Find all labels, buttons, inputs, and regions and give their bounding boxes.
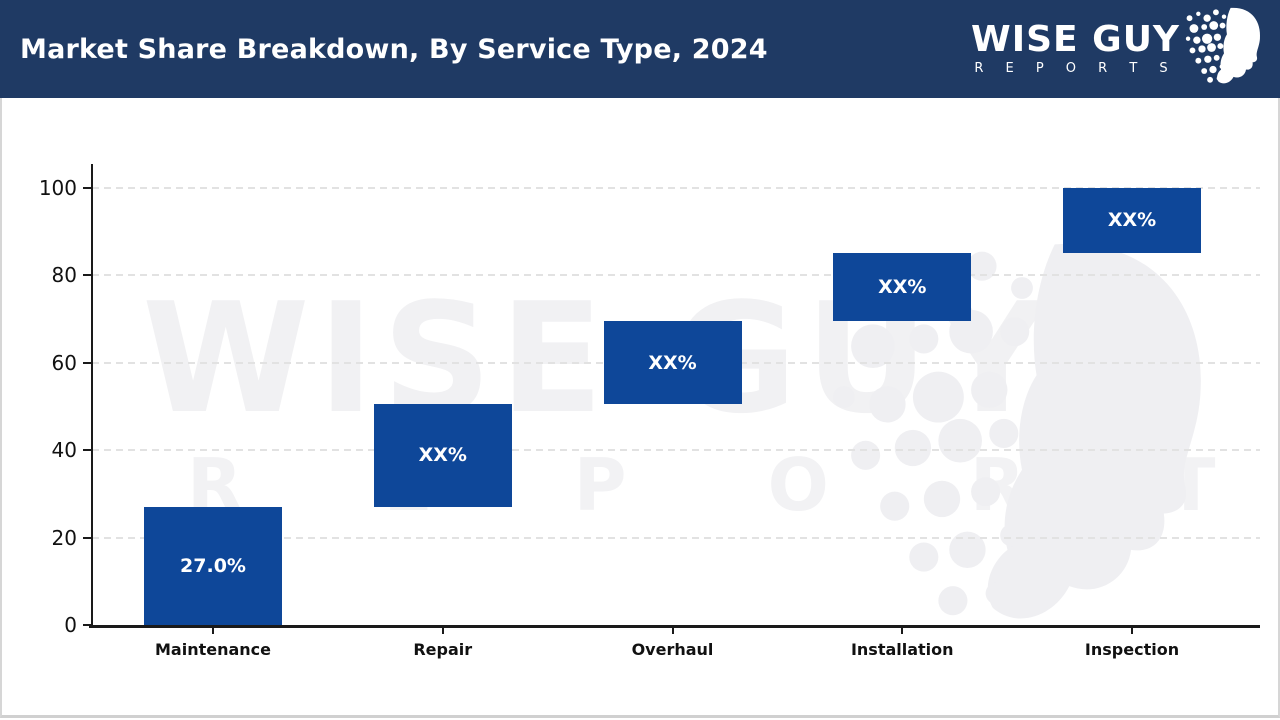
bar-overhaul	[603, 320, 742, 405]
x-axis-spine	[89, 625, 1260, 628]
x-tick-mark	[1131, 626, 1133, 634]
x-tick-mark	[671, 626, 674, 634]
header-banner: Market Share Breakdown, By Service Type,…	[0, 0, 1280, 98]
x-tick-mark	[901, 626, 904, 634]
y-tick-mark	[83, 186, 92, 189]
y-tick-label: 60	[51, 350, 77, 375]
y-tick-mark	[83, 536, 92, 539]
x-tick-mark	[212, 626, 214, 634]
y-tick-label: 20	[51, 525, 77, 550]
gridline-100	[92, 186, 1260, 189]
brand-logo: WISE GUY R E P O R T S	[971, 5, 1266, 93]
brand-name: WISE GUY	[970, 19, 1180, 60]
brand-subname: R E P O R T S	[974, 61, 1177, 76]
bar-value-label: XX%	[418, 444, 467, 467]
y-tick-label: 0	[64, 613, 77, 637]
chart-area: WISE GUY R E P O R T S 02040608010027.0%…	[0, 98, 1280, 718]
x-axis-label-repair: Repair	[413, 640, 473, 659]
gridline-80	[92, 274, 1260, 276]
x-axis-label-inspection: Inspection	[1084, 640, 1180, 659]
x-axis-label-overhaul: Overhaul	[631, 640, 714, 659]
y-tick-mark	[83, 274, 92, 276]
y-axis-spine	[91, 164, 93, 627]
bar-inspection	[1063, 187, 1201, 254]
page-title: Market Share Breakdown, By Service Type,…	[20, 33, 768, 65]
y-tick-mark	[83, 361, 92, 364]
bar-maintenance	[144, 506, 282, 625]
y-tick-mark	[83, 449, 92, 451]
dotted-head-logo-icon	[1182, 5, 1266, 93]
y-tick-label: 100	[38, 175, 77, 200]
bar-installation	[833, 253, 972, 321]
y-tick-mark	[83, 624, 92, 626]
gridline-20	[92, 536, 1260, 539]
x-axis-label-maintenance: Maintenance	[154, 640, 271, 659]
x-axis-label-installation: Installation	[850, 640, 954, 659]
bar-value-label: XX%	[1107, 209, 1157, 232]
y-tick-label: 80	[51, 263, 77, 287]
gridline-40	[92, 449, 1260, 451]
brand-logo-text: WISE GUY R E P O R T S	[970, 19, 1180, 77]
bar-repair	[373, 404, 512, 507]
bar-value-label: XX%	[648, 351, 697, 374]
bar-value-label: 27.0%	[180, 554, 246, 577]
x-tick-mark	[441, 626, 444, 634]
y-tick-label: 40	[51, 438, 77, 462]
bar-value-label: XX%	[878, 276, 927, 299]
